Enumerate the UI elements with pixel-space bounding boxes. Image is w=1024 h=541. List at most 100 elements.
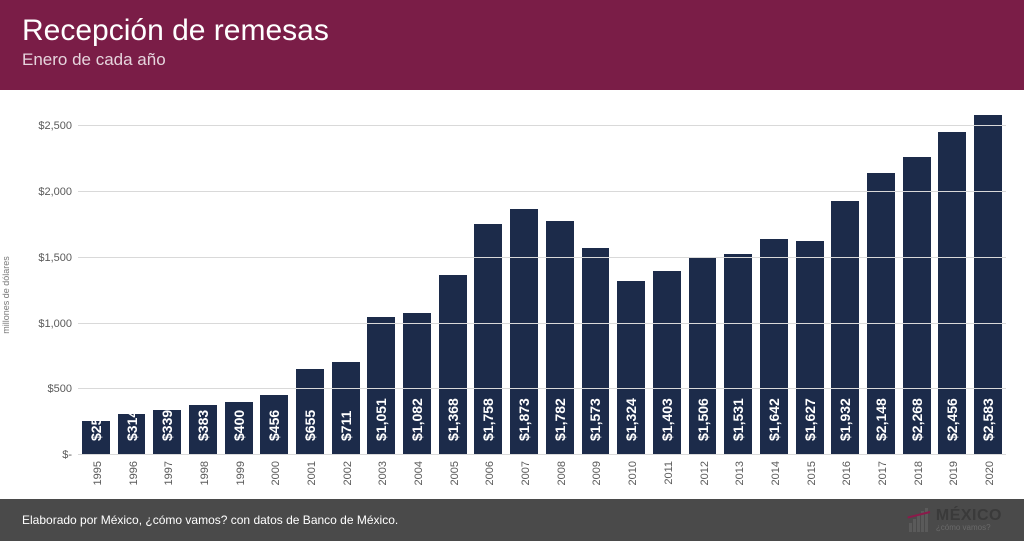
bar: $1,368 — [439, 275, 467, 455]
bar: $1,758 — [474, 224, 502, 455]
x-tick-label: 2003 — [377, 461, 389, 485]
x-tick-label: 1996 — [128, 461, 140, 485]
bar-value-label: $1,627 — [802, 398, 818, 441]
bar: $2,456 — [938, 132, 966, 455]
bar-slot: $6552001 — [292, 100, 328, 455]
bar-value-label: $2,456 — [944, 398, 960, 441]
grid-line — [78, 323, 1006, 324]
y-tick-label: $1,000 — [38, 318, 78, 330]
x-tick-label: 2016 — [841, 461, 853, 485]
y-axis-label: millones de dólares — [1, 256, 11, 334]
bar-slot: $1,0512003 — [364, 100, 400, 455]
bar-value-label: $655 — [302, 410, 318, 441]
bar-slot: $2551995 — [78, 100, 114, 455]
footer-text: Elaborado por México, ¿cómo vamos? con d… — [22, 513, 398, 527]
y-tick-label: $500 — [48, 383, 78, 395]
bar-value-label: $255 — [88, 410, 104, 441]
grid-line — [78, 388, 1006, 389]
x-tick-label: 2000 — [270, 461, 282, 485]
bar: $1,642 — [760, 239, 788, 455]
bar-value-label: $2,268 — [909, 398, 925, 441]
bar: $2,583 — [974, 115, 1002, 455]
bar: $2,148 — [867, 173, 895, 455]
bar-value-label: $456 — [266, 410, 282, 441]
bar: $400 — [225, 402, 253, 455]
bar: $711 — [332, 362, 360, 455]
bar-value-label: $400 — [231, 410, 247, 441]
bar: $1,082 — [403, 313, 431, 455]
bar-value-label: $2,148 — [873, 398, 889, 441]
bar: $1,051 — [367, 317, 395, 455]
bar: $655 — [296, 369, 324, 455]
bar-value-label: $1,531 — [730, 398, 746, 441]
bar-value-label: $1,506 — [695, 398, 711, 441]
chart-area: millones de dólares $2551995$3141996$339… — [0, 90, 1024, 499]
bar: $1,627 — [796, 241, 824, 455]
grid-line — [78, 191, 1006, 192]
bar-value-label: $1,573 — [587, 398, 603, 441]
x-tick-label: 1999 — [235, 461, 247, 485]
bar-value-label: $1,873 — [516, 398, 532, 441]
bar-slot: $1,7822008 — [542, 100, 578, 455]
bar: $314 — [118, 414, 146, 455]
x-tick-label: 1998 — [199, 461, 211, 485]
bar-value-label: $2,583 — [980, 398, 996, 441]
x-tick-label: 1995 — [92, 461, 104, 485]
bar-slot: $2,1482017 — [863, 100, 899, 455]
bar-slot: $2,4562019 — [935, 100, 971, 455]
bar: $1,932 — [831, 201, 859, 455]
bar-value-label: $1,403 — [659, 398, 675, 441]
bar-slot: $2,2682018 — [899, 100, 935, 455]
bar: $255 — [82, 421, 110, 455]
x-tick-label: 2001 — [306, 461, 318, 485]
bar-slot: $1,3242010 — [613, 100, 649, 455]
bar-value-label: $1,324 — [623, 398, 639, 441]
page-title: Recepción de remesas — [22, 14, 1002, 48]
bar-slot: $4001999 — [221, 100, 257, 455]
bar-slot: $1,3682005 — [435, 100, 471, 455]
x-tick-label: 2014 — [770, 461, 782, 485]
x-tick-label: 2012 — [699, 461, 711, 485]
x-tick-label: 2004 — [413, 461, 425, 485]
plot: $2551995$3141996$3391997$3831998$4001999… — [78, 100, 1006, 455]
bar-value-label: $1,782 — [552, 398, 568, 441]
x-tick-label: 2017 — [877, 461, 889, 485]
x-tick-label: 2015 — [806, 461, 818, 485]
bars-container: $2551995$3141996$3391997$3831998$4001999… — [78, 100, 1006, 455]
bar-value-label: $1,368 — [445, 398, 461, 441]
x-tick-label: 2002 — [342, 461, 354, 485]
bar-value-label: $1,642 — [766, 398, 782, 441]
bar-value-label: $1,051 — [373, 398, 389, 441]
y-tick-label: $2,000 — [38, 186, 78, 198]
bar-value-label: $314 — [124, 410, 140, 441]
bar: $1,506 — [689, 257, 717, 455]
bar-value-label: $383 — [195, 410, 211, 441]
y-tick-label: $- — [62, 449, 78, 461]
bar: $383 — [189, 405, 217, 455]
logo-brand: MÉXICO — [936, 508, 1002, 524]
y-tick-label: $2,500 — [38, 120, 78, 132]
bar: $1,873 — [510, 209, 538, 455]
bar-slot: $1,5312013 — [720, 100, 756, 455]
bar-slot: $2,5832020 — [970, 100, 1006, 455]
x-tick-label: 2013 — [734, 461, 746, 485]
bar: $1,324 — [617, 281, 645, 455]
bar-value-label: $1,932 — [837, 398, 853, 441]
bar-value-label: $1,082 — [409, 398, 425, 441]
x-tick-label: 2020 — [984, 461, 996, 485]
bar-value-label: $1,758 — [480, 398, 496, 441]
bar-slot: $3141996 — [114, 100, 150, 455]
bar-slot: $3831998 — [185, 100, 221, 455]
bar: $1,403 — [653, 271, 681, 455]
x-tick-label: 2005 — [449, 461, 461, 485]
bar-value-label: $711 — [338, 411, 354, 441]
bar: $456 — [260, 395, 288, 455]
x-tick-label: 2011 — [663, 461, 675, 485]
bar-slot: $1,4032011 — [649, 100, 685, 455]
logo-text: MÉXICO ¿cómo vamos? — [936, 508, 1002, 532]
grid-line — [78, 454, 1006, 455]
bar-slot: $1,5062012 — [685, 100, 721, 455]
x-tick-label: 1997 — [163, 461, 175, 485]
x-tick-label: 2006 — [484, 461, 496, 485]
bar-slot: $3391997 — [149, 100, 185, 455]
